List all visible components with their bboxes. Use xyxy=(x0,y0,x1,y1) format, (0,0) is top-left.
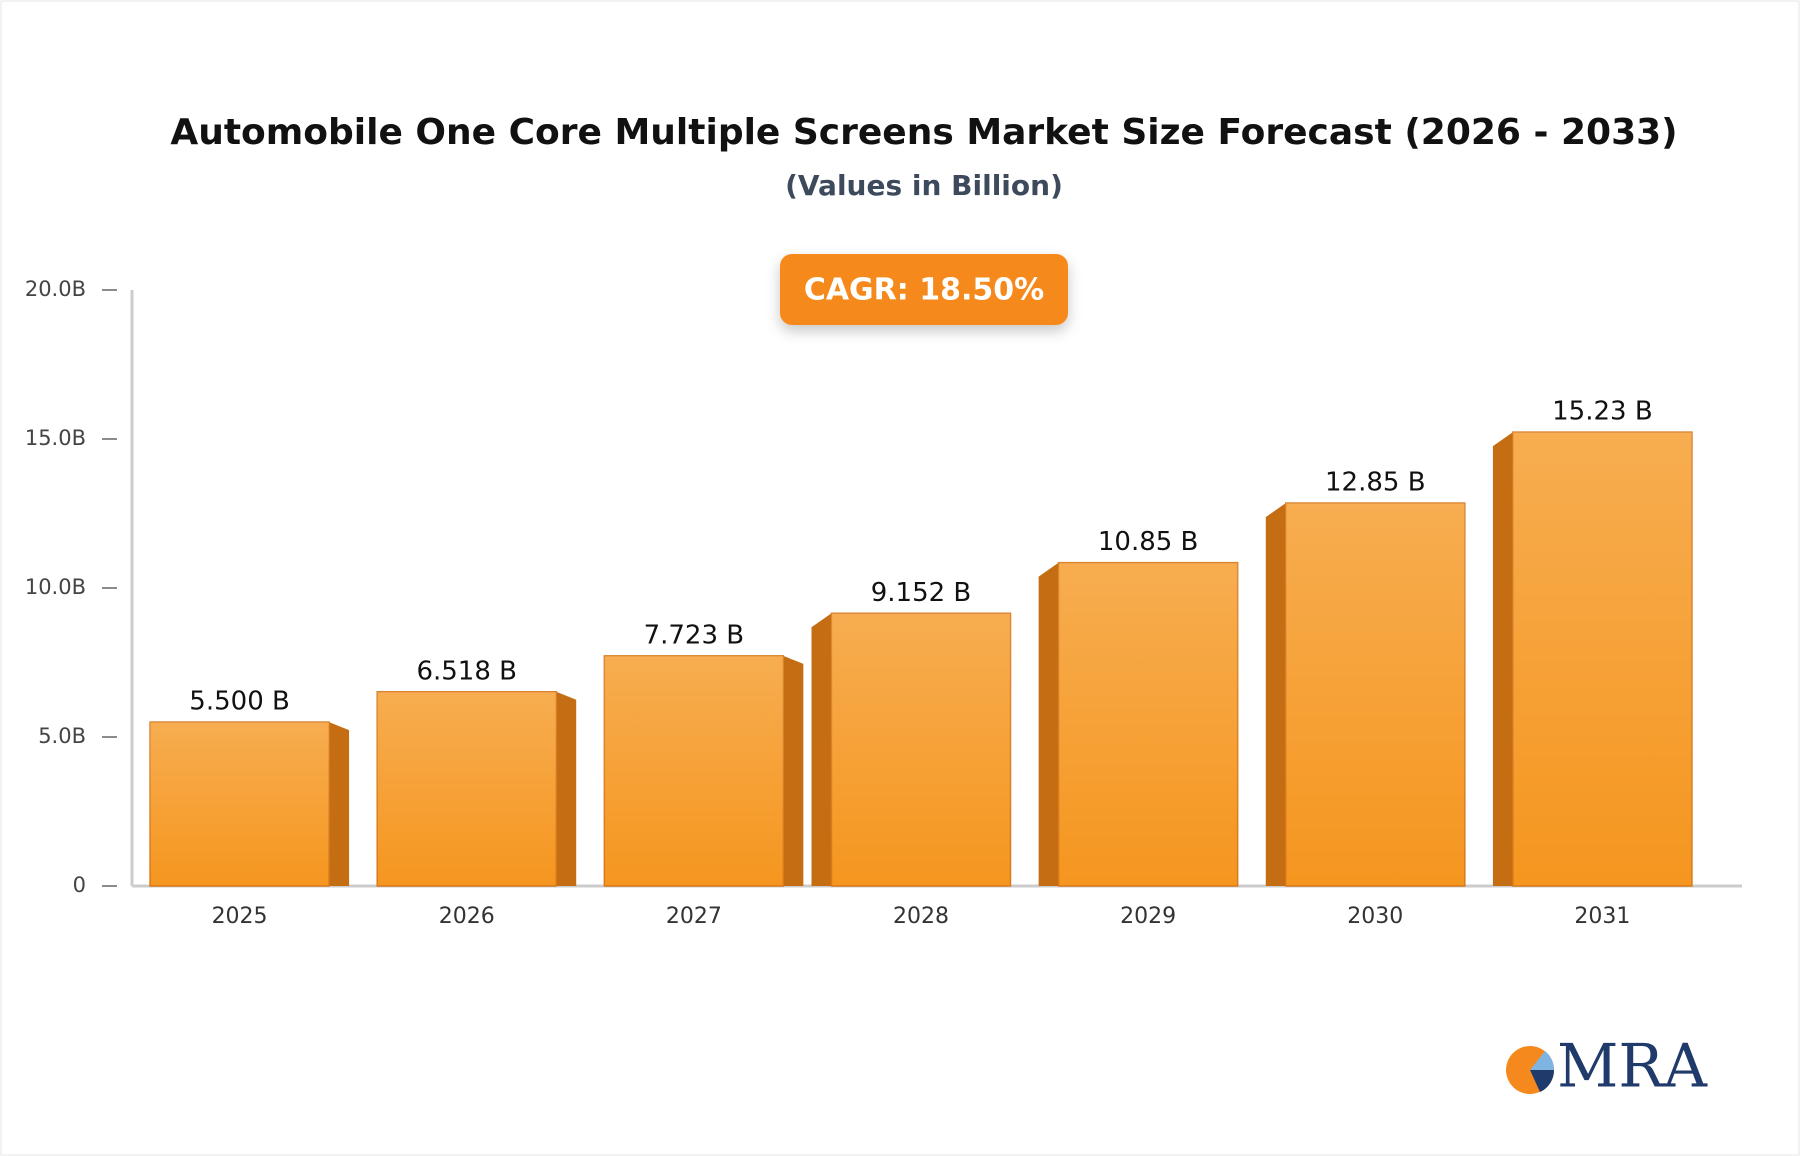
value-label: 6.518 B xyxy=(416,656,517,686)
bar-shade xyxy=(150,722,330,886)
bar-shade xyxy=(1512,432,1692,886)
cagr-label: CAGR: 18.50% xyxy=(804,273,1044,308)
x-tick-label: 2025 xyxy=(212,904,268,929)
bar-shade xyxy=(1058,562,1238,886)
chart-title: Automobile One Core Multiple Screens Mar… xyxy=(170,112,1677,153)
logo-icon-slice xyxy=(1530,1070,1555,1092)
bar-side xyxy=(1265,503,1286,886)
y-tick-label: 5.0B xyxy=(38,724,86,748)
logo-text: MRA xyxy=(1557,1032,1708,1102)
y-tick-label: 15.0B xyxy=(25,426,86,450)
value-label: 9.152 B xyxy=(871,578,972,608)
value-label: 5.500 B xyxy=(189,687,290,717)
bar-side xyxy=(1038,562,1059,886)
x-tick-label: 2031 xyxy=(1574,904,1630,929)
logo: MRA xyxy=(1506,1032,1708,1102)
x-tick-label: 2029 xyxy=(1120,904,1176,929)
chart-subtitle: (Values in Billion) xyxy=(785,169,1063,202)
bar-side xyxy=(811,613,832,886)
bar-side xyxy=(783,655,804,886)
bar-side xyxy=(1492,432,1513,886)
bar-side xyxy=(329,722,350,886)
logo-icon-slice xyxy=(1530,1051,1555,1070)
value-label: 12.85 B xyxy=(1325,468,1426,498)
value-label: 15.23 B xyxy=(1552,397,1653,427)
value-label: 7.723 B xyxy=(644,620,745,650)
bar-shade xyxy=(377,691,557,886)
cagr-badge xyxy=(780,254,1068,325)
x-tick-label: 2027 xyxy=(666,904,722,929)
bar-shade xyxy=(831,613,1011,886)
x-tick-label: 2026 xyxy=(439,904,495,929)
bar-shade xyxy=(604,655,784,886)
x-tick-label: 2028 xyxy=(893,904,949,929)
y-tick-label: 10.0B xyxy=(25,575,86,599)
bar-side xyxy=(556,691,577,886)
y-tick-label: 20.0B xyxy=(25,277,86,301)
x-tick-label: 2030 xyxy=(1347,904,1403,929)
y-tick-label: 0 xyxy=(73,873,86,897)
bar-shade xyxy=(1285,503,1465,886)
value-label: 10.85 B xyxy=(1098,527,1199,557)
